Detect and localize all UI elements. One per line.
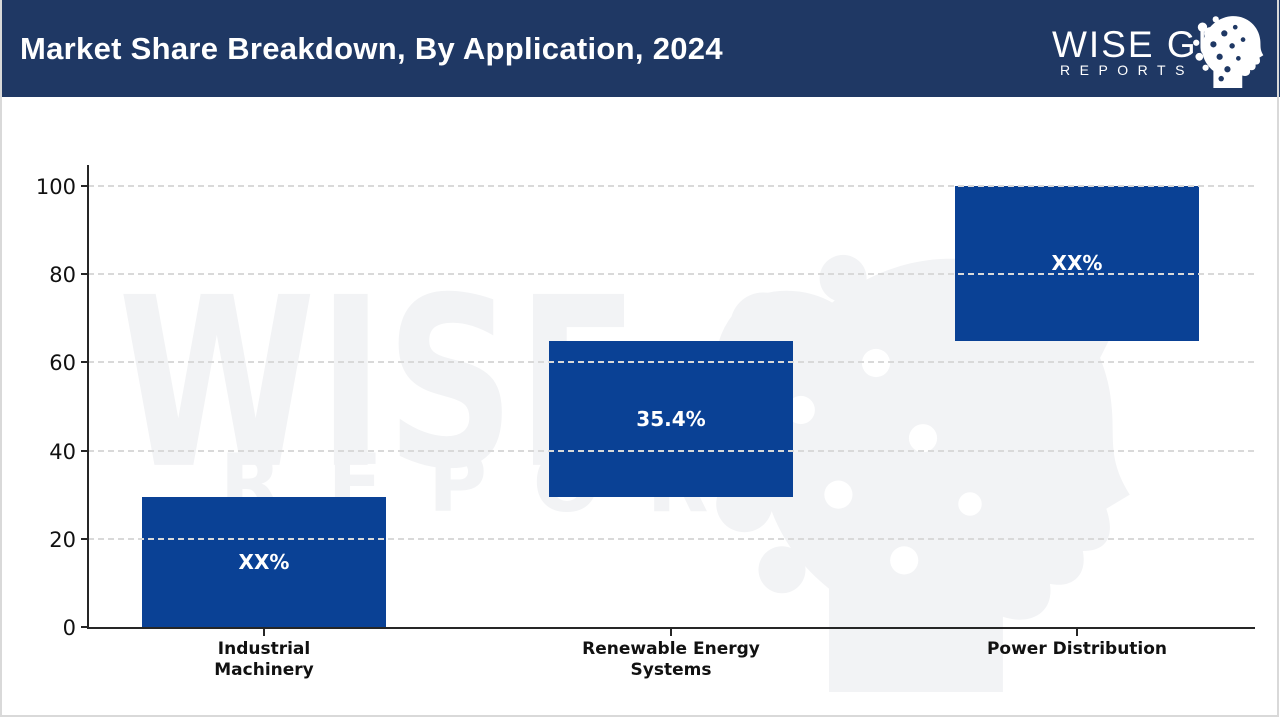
category-label: Power Distribution — [986, 639, 1168, 659]
category-label: Industrial Machinery — [214, 639, 314, 680]
bar-value-label: 35.4% — [636, 406, 706, 431]
gridline-y60 — [88, 361, 1254, 364]
gridline-y100 — [88, 185, 1254, 187]
x-tick-mark — [670, 629, 672, 636]
gridline-y80 — [88, 273, 1254, 276]
y-tick-label: 80 — [49, 263, 76, 288]
y-tick-label: 20 — [49, 527, 76, 552]
gridline-y20 — [88, 537, 1254, 540]
logo-reports-text: REPORTS — [1060, 62, 1194, 78]
category-label: Renewable Energy Systems — [582, 639, 760, 680]
y-tick-label: 60 — [49, 351, 76, 376]
bar-power-distribution — [955, 186, 1199, 341]
logo-head-icon — [1193, 16, 1264, 88]
chart-plot-area: 0 20 40 60 80 100 XX% 35.4% XX% Industrial Machine… — [0, 97, 1280, 717]
y-tick-mark — [81, 185, 88, 187]
y-tick-label: 40 — [49, 439, 76, 464]
y-tick-mark — [81, 449, 88, 452]
y-tick-mark — [81, 361, 88, 364]
y-tick-mark — [81, 626, 88, 628]
bar-renewable-energy-systems — [549, 340, 793, 497]
wise-guy-reports-logo: WISE GUY REPORTS — [1020, 6, 1266, 92]
y-tick-mark — [81, 537, 88, 540]
chart-title: Market Share Breakdown, By Application, … — [20, 30, 723, 66]
x-tick-mark — [1076, 629, 1078, 636]
bar-value-label: XX% — [1051, 251, 1103, 276]
bar-value-label: XX% — [238, 549, 290, 574]
x-tick-mark — [263, 629, 265, 636]
y-tick-label: 0 — [62, 616, 76, 640]
y-tick-mark — [81, 273, 88, 276]
bar-industrial-machinery — [142, 496, 386, 627]
y-tick-label: 100 — [35, 175, 76, 199]
gridline-y40 — [88, 449, 1254, 452]
report-header: Market Share Breakdown, By Application, … — [0, 0, 1280, 97]
y-axis-line — [87, 165, 89, 629]
x-axis-line — [87, 627, 1255, 629]
